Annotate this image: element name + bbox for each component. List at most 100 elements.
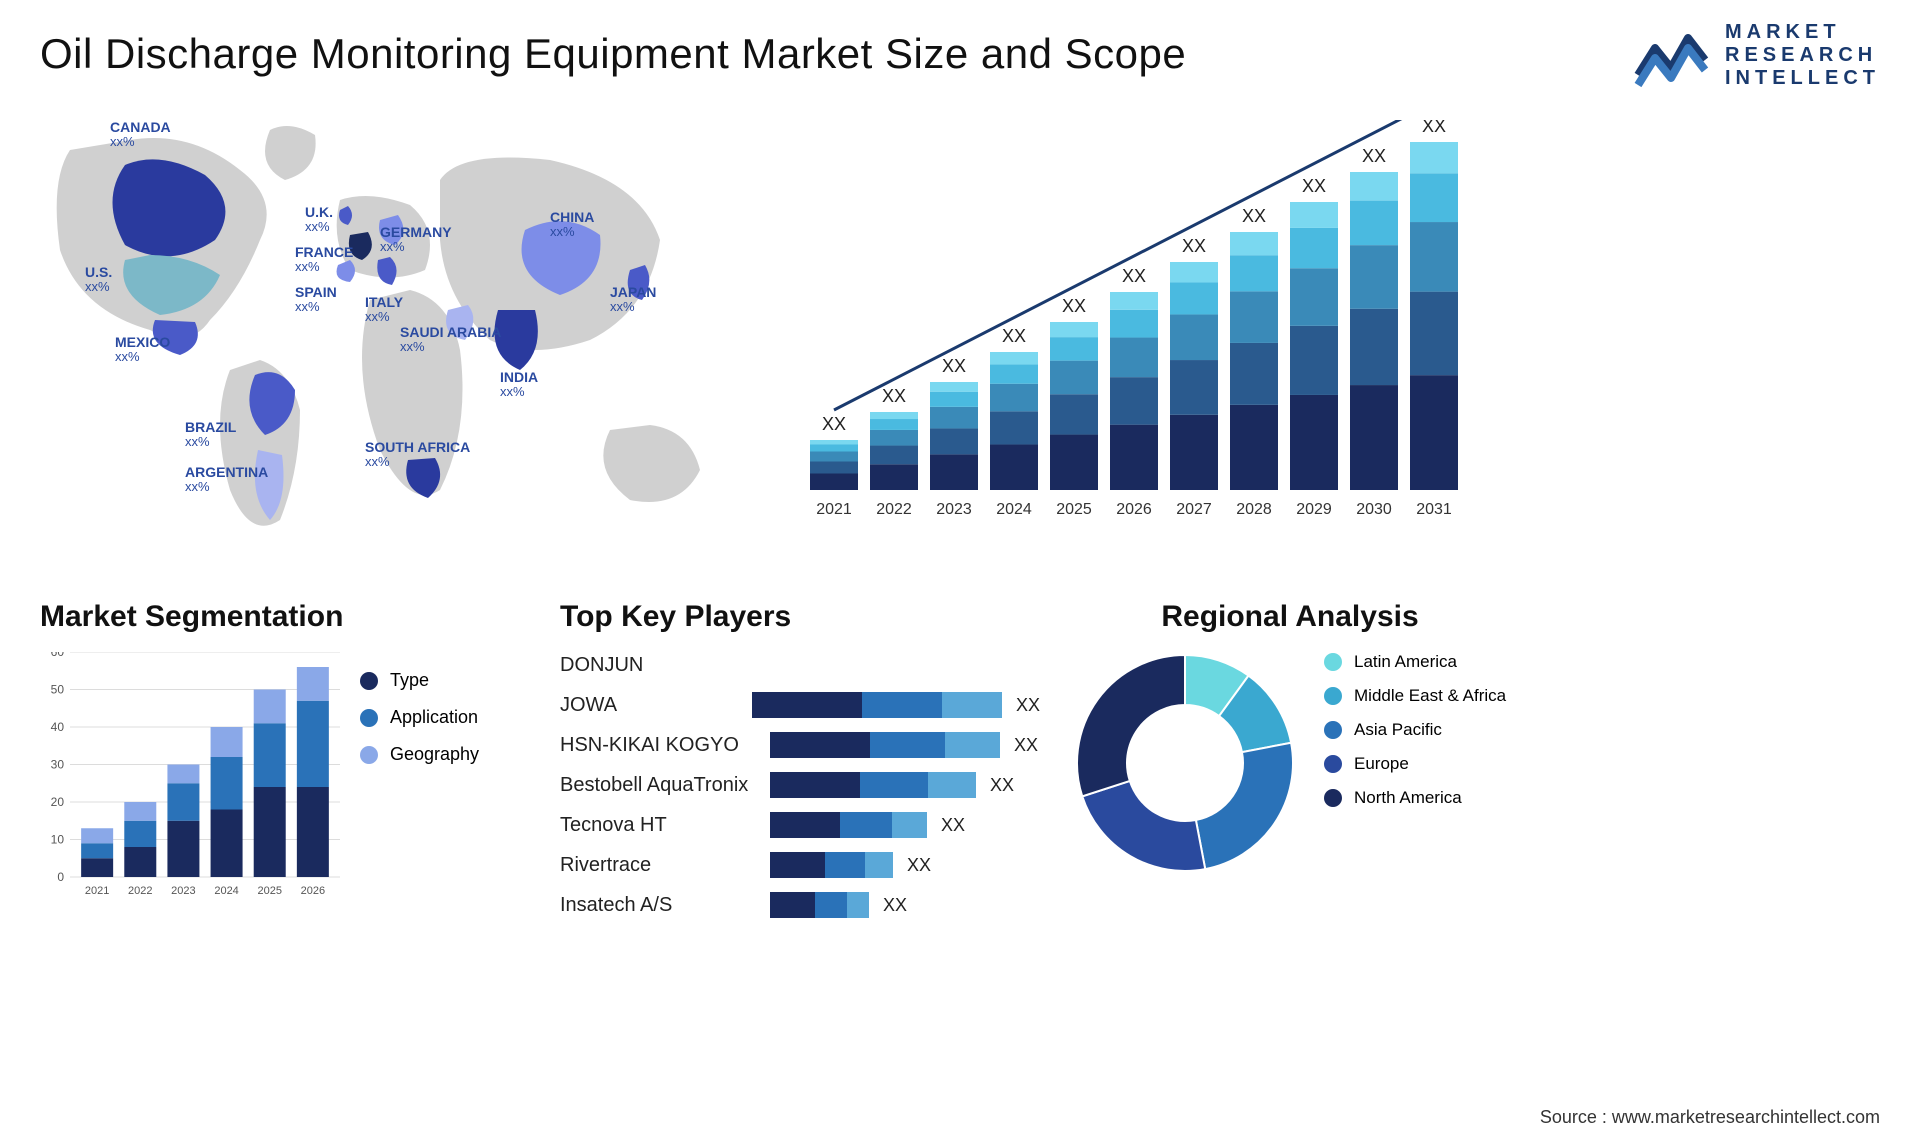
map-label: U.S.xx% [85, 265, 112, 295]
legend-item: Geography [360, 744, 479, 765]
legend-item: Asia Pacific [1324, 720, 1506, 740]
map-label: SAUDI ARABIAxx% [400, 325, 501, 355]
player-row: Insatech A/S XX [560, 888, 1040, 922]
svg-text:2022: 2022 [128, 885, 152, 897]
world-map-svg [30, 110, 750, 550]
svg-text:2026: 2026 [1116, 501, 1152, 518]
map-label: U.K.xx% [305, 205, 333, 235]
players-panel: Top Key Players DONJUNJOWAXXHSN-KIKAI KO… [560, 600, 1040, 928]
player-row: Tecnova HT XX [560, 808, 1040, 842]
svg-text:XX: XX [1242, 206, 1266, 226]
svg-text:2029: 2029 [1296, 501, 1332, 518]
map-label: ITALYxx% [365, 295, 403, 325]
player-value: XX [990, 775, 1014, 796]
growth-chart: 2021 XX 2022 XX 2023 XX 2024 XX 2025 XX 2026 XX 2027… [790, 120, 1490, 540]
players-list: DONJUNJOWAXXHSN-KIKAI KOGYOXXBestobell A… [560, 648, 1040, 922]
growth-chart-svg: 2021 XX 2022 XX 2023 XX 2024 XX 2025 XX 2026 XX 2027… [790, 120, 1490, 540]
player-value: XX [941, 815, 965, 836]
player-row: HSN-KIKAI KOGYO XX [560, 728, 1040, 762]
brand-line2: RESEARCH [1725, 44, 1880, 67]
map-label: INDIAxx% [500, 370, 538, 400]
map-label: JAPANxx% [610, 285, 656, 315]
svg-text:2027: 2027 [1176, 501, 1212, 518]
legend-item: Type [360, 670, 479, 691]
player-bar [770, 812, 927, 838]
svg-text:2021: 2021 [816, 501, 852, 518]
legend-item: North America [1324, 788, 1506, 808]
player-row: RivertraceXX [560, 848, 1040, 882]
map-label: CANADAxx% [110, 120, 171, 150]
map-label: SOUTH AFRICAxx% [365, 440, 470, 470]
segmentation-chart-svg: 0102030405060202120222023202420252026 [40, 652, 340, 902]
map-label: CHINAxx% [550, 210, 594, 240]
svg-text:XX: XX [1362, 146, 1386, 166]
segmentation-panel: Market Segmentation 01020304050602021202… [40, 600, 500, 907]
legend-item: Latin America [1324, 652, 1506, 672]
player-name: Tecnova HT [560, 814, 770, 837]
player-bar [752, 692, 1002, 718]
svg-text:XX: XX [882, 386, 906, 406]
svg-text:XX: XX [1422, 120, 1446, 136]
brand-logo-icon [1633, 20, 1713, 90]
player-row: DONJUN [560, 648, 1040, 682]
legend-item: Europe [1324, 754, 1506, 774]
svg-text:2025: 2025 [257, 885, 281, 897]
svg-text:40: 40 [51, 720, 65, 734]
player-bar [770, 852, 893, 878]
player-name: Insatech A/S [560, 894, 770, 917]
player-bar [770, 892, 869, 918]
map-label: FRANCExx% [295, 245, 353, 275]
svg-text:2024: 2024 [996, 501, 1032, 518]
segmentation-legend: TypeApplicationGeography [360, 670, 479, 781]
svg-text:XX: XX [1002, 326, 1026, 346]
player-row: Bestobell AquaTronix XX [560, 768, 1040, 802]
svg-text:XX: XX [942, 356, 966, 376]
legend-item: Middle East & Africa [1324, 686, 1506, 706]
source-line: Source : www.marketresearchintellect.com [1540, 1107, 1880, 1128]
brand-block: MARKET RESEARCH INTELLECT [1633, 20, 1880, 90]
svg-text:2026: 2026 [301, 885, 325, 897]
svg-text:XX: XX [1122, 266, 1146, 286]
svg-text:XX: XX [1182, 236, 1206, 256]
svg-text:XX: XX [1302, 176, 1326, 196]
svg-text:2023: 2023 [171, 885, 195, 897]
donut-legend: Latin America Middle East & Africa Asia Pa… [1324, 652, 1506, 878]
svg-text:2030: 2030 [1356, 501, 1392, 518]
map-label: GERMANYxx% [380, 225, 452, 255]
svg-text:2025: 2025 [1056, 501, 1092, 518]
map-label: ARGENTINAxx% [185, 465, 268, 495]
svg-text:2028: 2028 [1236, 501, 1272, 518]
svg-text:10: 10 [51, 833, 65, 847]
player-name: Bestobell AquaTronix [560, 774, 770, 797]
svg-text:2024: 2024 [214, 885, 238, 897]
player-bar [770, 732, 1000, 758]
player-name: JOWA [560, 694, 752, 717]
player-name: DONJUN [560, 654, 770, 677]
regional-title: Regional Analysis [1070, 600, 1510, 634]
svg-text:2022: 2022 [876, 501, 912, 518]
page-title: Oil Discharge Monitoring Equipment Marke… [40, 30, 1186, 78]
svg-text:XX: XX [822, 414, 846, 434]
svg-text:2021: 2021 [85, 885, 109, 897]
svg-text:20: 20 [51, 795, 65, 809]
map-label: BRAZILxx% [185, 420, 236, 450]
player-value: XX [907, 855, 931, 876]
donut-svg [1070, 648, 1300, 878]
svg-text:2023: 2023 [936, 501, 972, 518]
player-value: XX [1016, 695, 1040, 716]
brand-text: MARKET RESEARCH INTELLECT [1725, 21, 1880, 90]
svg-text:50: 50 [51, 683, 65, 697]
segmentation-title: Market Segmentation [40, 600, 500, 634]
players-title: Top Key Players [560, 600, 1040, 634]
player-value: XX [883, 895, 907, 916]
brand-line1: MARKET [1725, 21, 1880, 44]
regional-panel: Regional Analysis Latin America Middle Ea… [1070, 600, 1510, 878]
svg-text:2031: 2031 [1416, 501, 1452, 518]
player-value: XX [1014, 735, 1038, 756]
player-name: HSN-KIKAI KOGYO [560, 734, 770, 757]
svg-text:0: 0 [57, 870, 64, 884]
svg-text:XX: XX [1062, 296, 1086, 316]
player-bar [770, 772, 976, 798]
svg-text:60: 60 [51, 652, 65, 659]
player-row: JOWA XX [560, 688, 1040, 722]
